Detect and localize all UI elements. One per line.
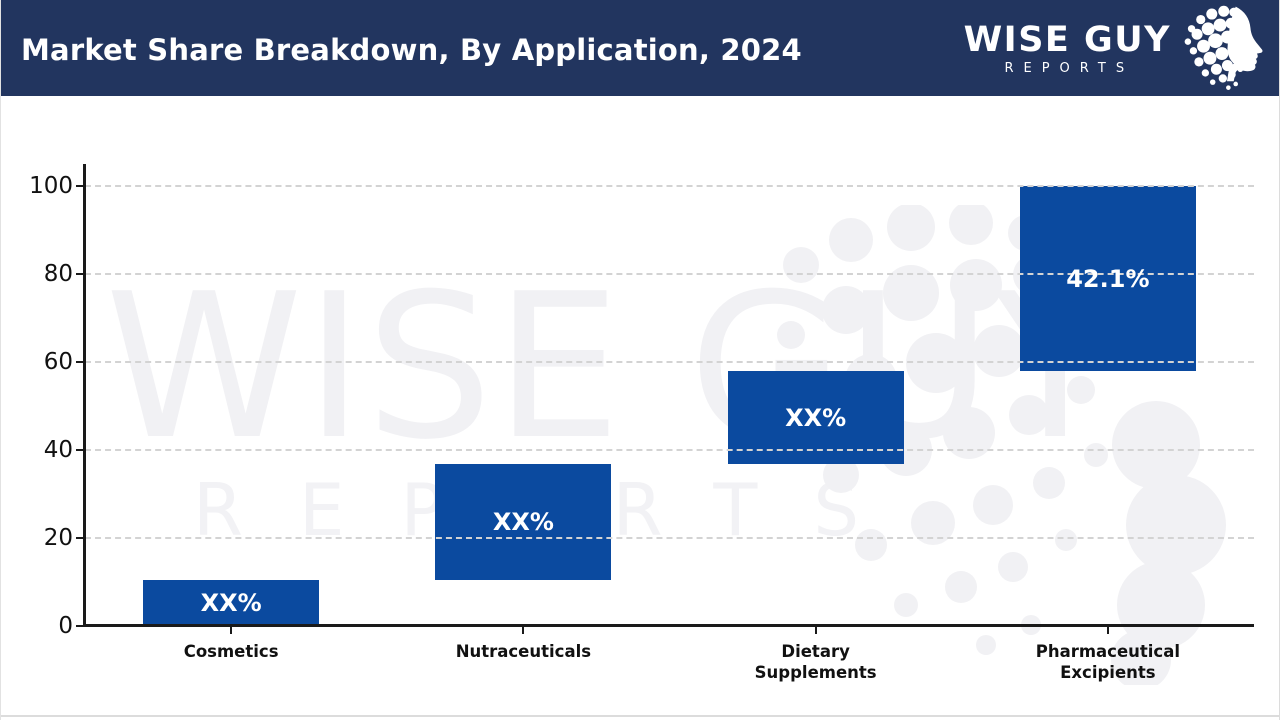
category-label-line: Nutraceuticals xyxy=(455,642,592,661)
bar-dietary-supplements xyxy=(727,371,904,465)
header: Market Share Breakdown, By Application, … xyxy=(1,0,1279,96)
bar-nutraceuticals xyxy=(435,464,612,580)
category-label-line: Cosmetics xyxy=(183,642,279,661)
category-label-line: Pharmaceutical xyxy=(1035,642,1181,661)
y-tick-label-100: 100 xyxy=(29,173,73,199)
gridline-80 xyxy=(85,273,1254,275)
category-label-line: Excipients xyxy=(1060,663,1156,682)
bottom-divider xyxy=(1,715,1279,717)
category-label-line: Supplements xyxy=(754,663,877,682)
y-tickmark-0 xyxy=(76,625,83,627)
y-axis-line xyxy=(83,164,86,626)
bar-pharmaceutical-excipients xyxy=(1019,186,1196,372)
category-label-nutraceuticals: Nutraceuticals xyxy=(403,641,643,662)
y-tickmark-60 xyxy=(76,361,83,363)
y-tickmark-100 xyxy=(76,185,83,187)
bar-cosmetics xyxy=(143,579,320,626)
gridline-20 xyxy=(85,537,1254,539)
logo-face-icon xyxy=(1184,5,1263,90)
bar-label-pharmaceutical-excipients: 42.1% xyxy=(1066,264,1150,293)
gridline-40 xyxy=(85,449,1254,451)
category-label-line: Dietary xyxy=(781,642,850,661)
bar-label-cosmetics: XX% xyxy=(200,588,262,617)
y-tick-label-0: 0 xyxy=(58,613,73,639)
category-label-pharmaceutical-excipients: Pharmaceutical Excipients xyxy=(988,641,1228,683)
y-tickmark-40 xyxy=(76,449,83,451)
logo-text: WISE GUY REPORTS xyxy=(964,22,1171,76)
y-tick-label-80: 80 xyxy=(43,261,73,287)
x-tickmark-cosmetics xyxy=(230,627,233,634)
logo-subtext: REPORTS xyxy=(1004,60,1135,76)
wise-guy-logo: WISE GUY REPORTS xyxy=(964,4,1267,94)
y-tick-label-20: 20 xyxy=(43,525,73,551)
category-label-cosmetics: Cosmetics xyxy=(111,641,351,662)
gridline-100 xyxy=(85,185,1254,187)
y-tick-label-40: 40 xyxy=(43,437,73,463)
gridline-60 xyxy=(85,361,1254,363)
y-tickmark-80 xyxy=(76,273,83,275)
category-label-dietary-supplements: Dietary Supplements xyxy=(696,641,936,683)
y-tick-label-60: 60 xyxy=(43,349,73,375)
x-tickmark-pharmaceutical-excipients xyxy=(1106,627,1109,634)
x-tickmark-dietary-supplements xyxy=(814,627,817,634)
bar-label-dietary-supplements: XX% xyxy=(785,403,847,432)
bar-label-nutraceuticals: XX% xyxy=(492,507,554,536)
y-tickmark-20 xyxy=(76,537,83,539)
page-title: Market Share Breakdown, By Application, … xyxy=(21,33,802,67)
x-axis-line xyxy=(83,624,1254,627)
logo-wordmark: WISE GUY xyxy=(963,20,1171,61)
x-tickmark-nutraceuticals xyxy=(522,627,525,634)
